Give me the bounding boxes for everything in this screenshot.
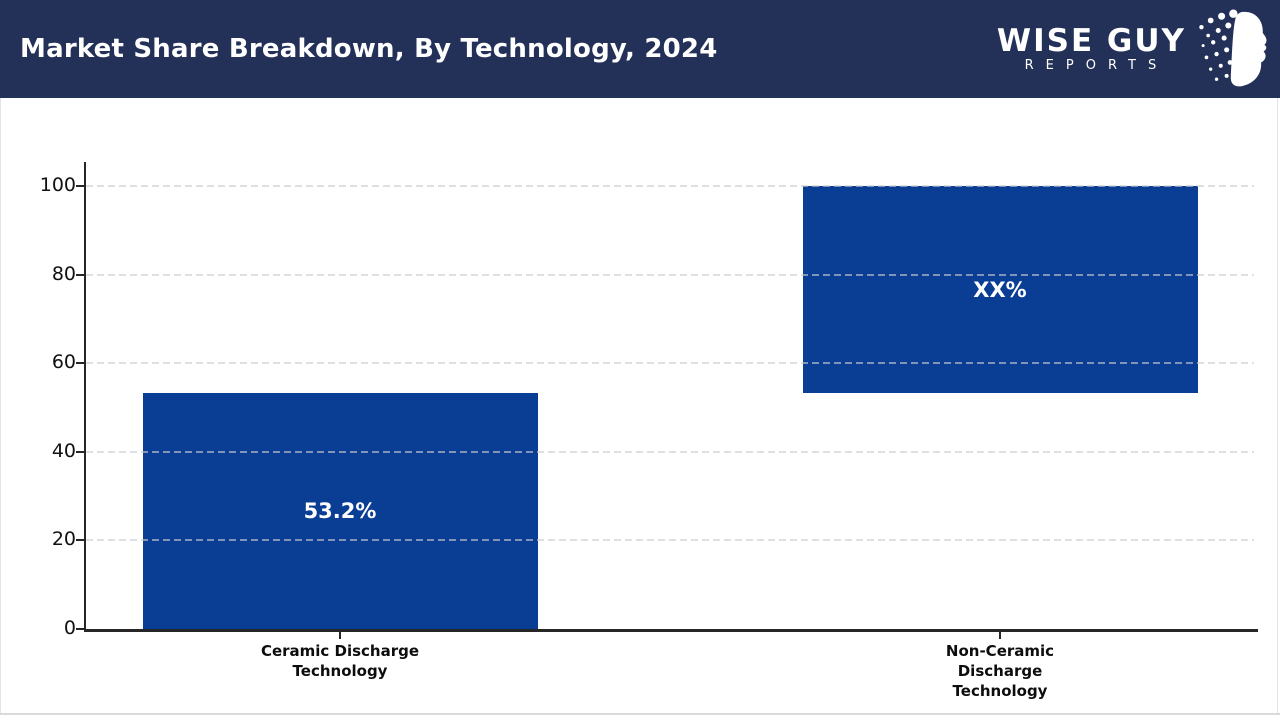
y-tick-mark (76, 450, 84, 453)
y-tick-label: 60 (51, 351, 76, 374)
brand-head-icon (1199, 9, 1267, 87)
gridline (86, 273, 1254, 276)
category-label: Ceramic Discharge Technology (180, 641, 500, 681)
category-label-line: Discharge (957, 662, 1043, 680)
x-axis-line (84, 629, 1258, 632)
gridline (86, 362, 1254, 365)
brand-subtitle: REPORTS (1024, 58, 1169, 73)
y-tick-mark (76, 362, 84, 365)
y-tick-mark (76, 273, 84, 276)
page-title: Market Share Breakdown, By Technology, 2… (20, 34, 718, 64)
category-label: Non-Ceramic Discharge Technology (840, 641, 1160, 701)
x-tick-mark (999, 632, 1001, 639)
y-tick-label: 80 (51, 262, 76, 285)
y-tick-label: 0 (63, 617, 76, 639)
y-axis-line (84, 162, 86, 631)
footer-divider (0, 713, 1280, 715)
category-label-line: Ceramic Discharge (260, 642, 420, 660)
x-tick-mark (339, 632, 341, 639)
gridline (86, 539, 1254, 542)
header: Market Share Breakdown, By Technology, 2… (0, 0, 1280, 98)
brand-name: WISE GUY (996, 23, 1186, 59)
y-tick-label: 100 (39, 174, 76, 196)
category-label-line: Technology (952, 682, 1048, 700)
bar-value-label: XX% (973, 277, 1027, 302)
y-tick-mark (76, 185, 84, 187)
gridline (86, 185, 1254, 187)
category-label-line: Non-Ceramic (945, 642, 1055, 660)
bar-1: 53.2% (142, 393, 538, 629)
bar-value-label: 53.2% (303, 499, 377, 524)
y-tick-mark (76, 539, 84, 542)
brand-text: WISE GUY REPORTS (997, 24, 1186, 74)
bar-2: XX% (802, 186, 1198, 394)
y-tick-label: 20 (51, 528, 76, 551)
y-tick-mark (76, 628, 84, 630)
brand-logo: WISE GUY REPORTS (997, 3, 1272, 95)
y-tick-label: 40 (51, 439, 76, 462)
category-label-line: Technology (292, 662, 388, 680)
gridline (86, 450, 1254, 453)
